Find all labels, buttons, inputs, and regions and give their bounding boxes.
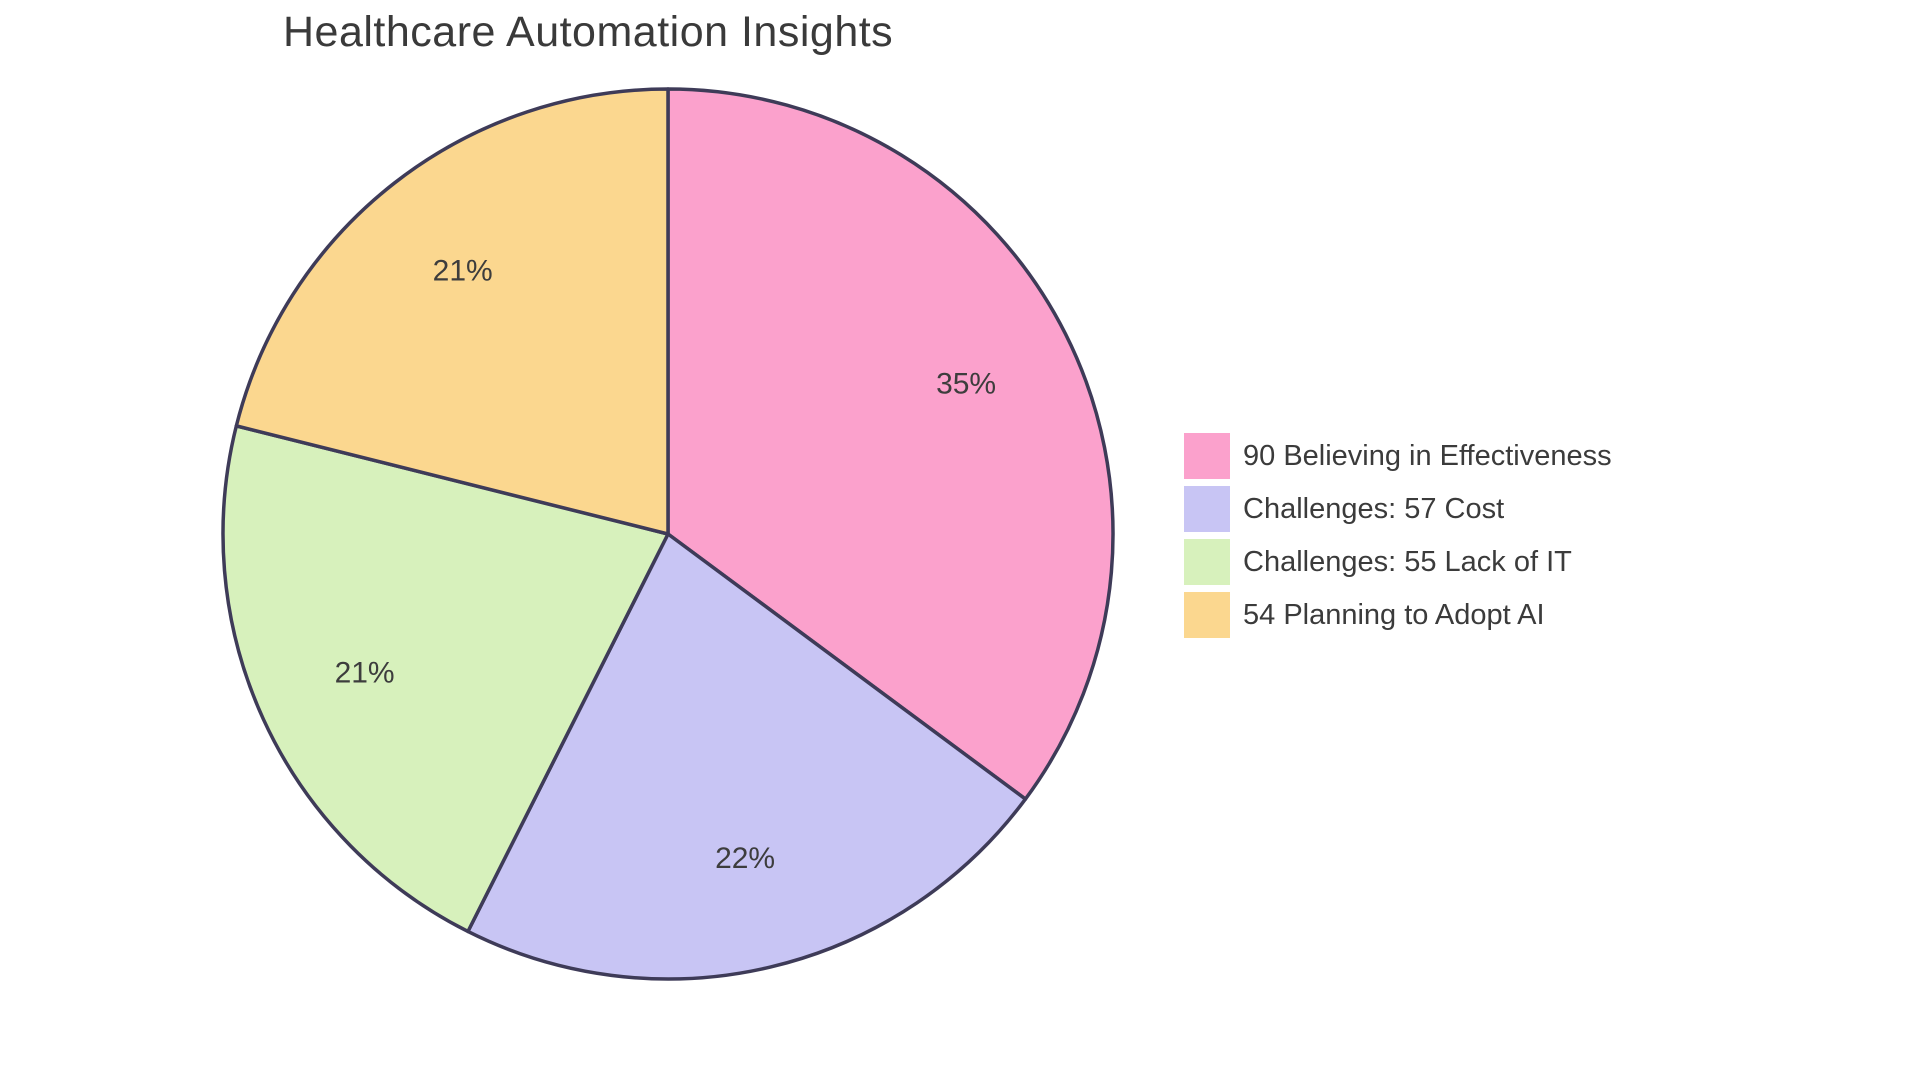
legend-label: 54 Planning to Adopt AI (1243, 598, 1545, 631)
percent-label: 35% (936, 367, 996, 400)
pie-slice-0 (666, 87, 1115, 801)
percent-label: 21% (335, 657, 395, 690)
legend-swatch (1184, 486, 1230, 532)
legend-swatch (1184, 592, 1230, 638)
legend-item: 54 Planning to Adopt AI (1184, 592, 1612, 638)
legend-label: Challenges: 57 Cost (1243, 492, 1505, 525)
legend-swatch (1184, 433, 1230, 479)
legend-swatch (1184, 539, 1230, 585)
pie-slice-1 (466, 532, 1028, 981)
percent-label: 22% (715, 842, 775, 875)
legend-label: Challenges: 55 Lack of IT (1243, 545, 1572, 578)
legend: 90 Believing in Effectiveness Challenges… (1184, 433, 1612, 638)
chart-title: Healthcare Automation Insights (283, 8, 894, 56)
legend-item: Challenges: 55 Lack of IT (1184, 539, 1612, 585)
legend-item: Challenges: 57 Cost (1184, 486, 1612, 532)
legend-label: 90 Believing in Effectiveness (1243, 439, 1612, 472)
pie-slice-2 (221, 424, 670, 934)
percent-label: 21% (433, 254, 493, 287)
pie-slice-3 (234, 87, 670, 536)
legend-item: 90 Believing in Effectiveness (1184, 433, 1612, 479)
